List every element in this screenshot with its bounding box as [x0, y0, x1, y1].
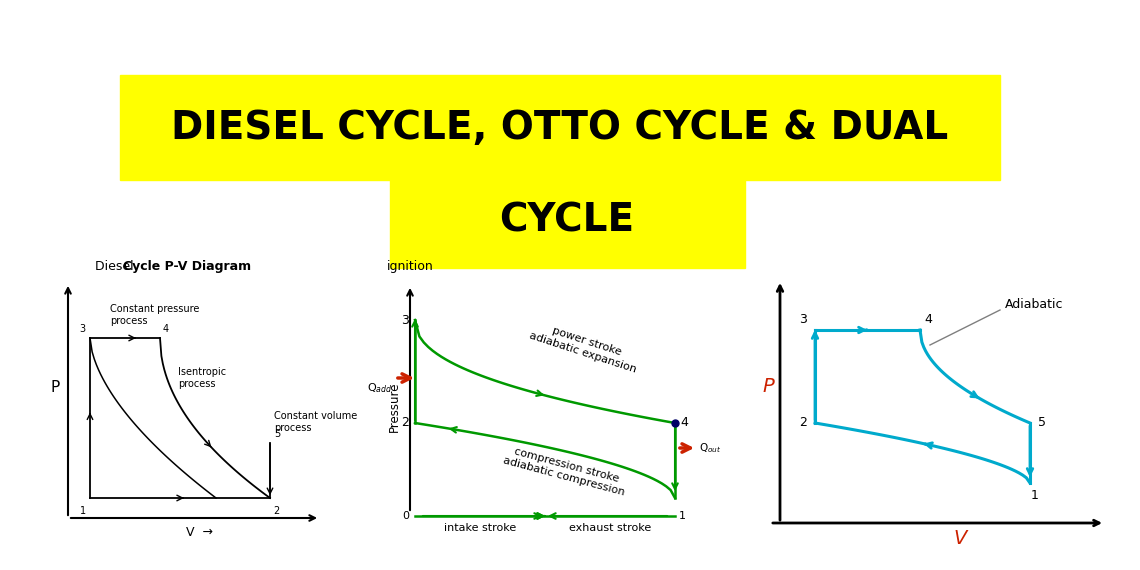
Bar	[390, 173, 746, 268]
Text: Isentropic
process: Isentropic process	[178, 367, 226, 389]
Text: power stroke
adiabatic expansion: power stroke adiabatic expansion	[529, 319, 642, 374]
Text: 2: 2	[799, 417, 807, 430]
Text: V: V	[953, 528, 967, 548]
Text: 4: 4	[163, 324, 169, 334]
Text: 2: 2	[401, 417, 409, 430]
Text: V  →: V →	[187, 527, 213, 539]
Text: DIESEL CYCLE, OTTO CYCLE & DUAL: DIESEL CYCLE, OTTO CYCLE & DUAL	[171, 109, 948, 147]
Text: Pressure: Pressure	[388, 382, 400, 432]
Text: Constant volume
process: Constant volume process	[274, 412, 357, 433]
Text: exhaust stroke: exhaust stroke	[569, 523, 651, 533]
Text: intake stroke: intake stroke	[443, 523, 516, 533]
Text: 5: 5	[274, 429, 280, 439]
Text: 2: 2	[272, 506, 279, 516]
Bar	[120, 75, 1000, 180]
Text: compression stroke
adiabatic compression: compression stroke adiabatic compression	[502, 445, 628, 498]
Text: 0: 0	[402, 511, 409, 521]
Text: Diesel: Diesel	[95, 260, 138, 273]
Text: Q$_{out}$: Q$_{out}$	[699, 441, 722, 455]
Text: Q$_{add}$: Q$_{add}$	[367, 381, 393, 395]
Text: 1: 1	[1031, 489, 1039, 502]
Text: 4: 4	[679, 417, 687, 430]
Text: Cycle P-V Diagram: Cycle P-V Diagram	[123, 260, 251, 273]
Text: 3: 3	[79, 324, 86, 334]
Text: ignition: ignition	[386, 260, 433, 273]
Text: P: P	[50, 381, 59, 396]
Text: Constant pressure
process: Constant pressure process	[109, 304, 200, 326]
Text: 5: 5	[1039, 417, 1047, 430]
Text: 1: 1	[679, 511, 686, 521]
Text: 3: 3	[401, 314, 409, 327]
Text: P: P	[763, 377, 774, 397]
Text: CYCLE: CYCLE	[499, 201, 635, 239]
Text: 4: 4	[925, 313, 931, 326]
Text: 1: 1	[80, 506, 86, 516]
Text: 3: 3	[799, 313, 807, 326]
Text: Adiabatic: Adiabatic	[1005, 299, 1064, 311]
